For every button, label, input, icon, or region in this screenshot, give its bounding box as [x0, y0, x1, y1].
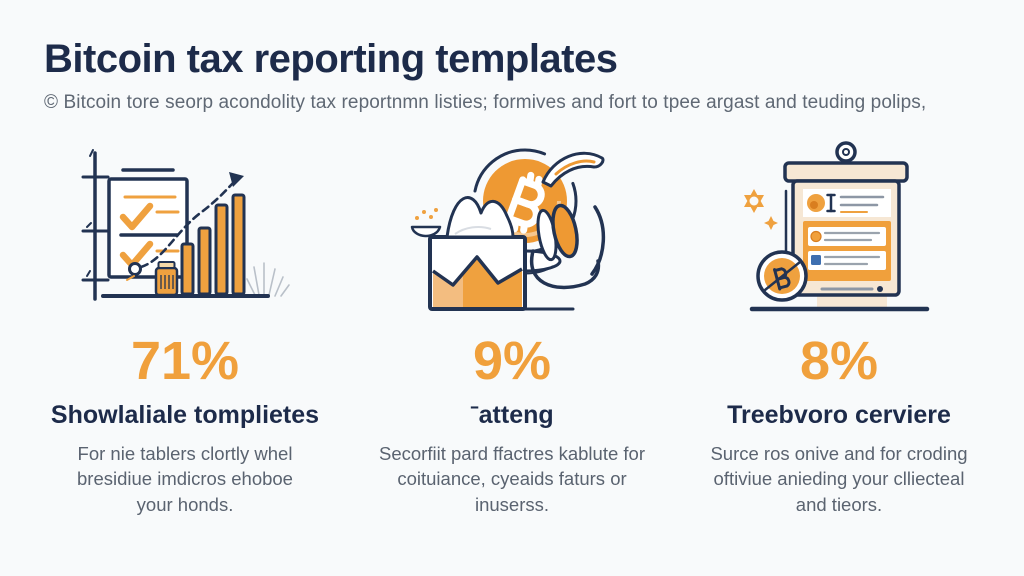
stat-percent: 71% — [130, 331, 240, 391]
bar-chart-checklist-illustration — [63, 136, 308, 324]
stat-description: Secorfiit pard ffactres kablute for coit… — [379, 442, 645, 515]
clipboard-report-icon — [743, 141, 929, 312]
stat-title: Treebvoro cerviere — [727, 401, 951, 429]
bar-chart-checklist-icon — [81, 149, 290, 301]
stat-title: ˉatteng — [470, 401, 554, 429]
page-subtitle: © Bitcoin tore seorp acondolity tax repo… — [44, 92, 927, 113]
bitcoin-coin-icon — [410, 148, 605, 311]
clipboard-report-illustration — [727, 136, 952, 324]
stat-percent: 8% — [799, 331, 879, 391]
stats-row: 71% Showlaliale tomplietes For nie table… — [0, 136, 1024, 517]
bitcoin-hand-box-illustration — [395, 136, 630, 324]
stat-column-clipboard: 8% Treebvoro cerviere Surce ros onive an… — [676, 136, 1002, 517]
page-title: Bitcoin tax reporting templates — [44, 37, 618, 81]
header: Bitcoin tax reporting templates © Bitcoi… — [0, 0, 1024, 114]
stat-percent: 9% — [472, 331, 552, 391]
stat-column-bitcoin: 9% ˉatteng Secorfiit pard ffactres kablu… — [349, 136, 675, 517]
stat-title: Showlaliale tomplietes — [50, 401, 320, 429]
stat-description: For nie tablers clortly whel bresidiue i… — [77, 442, 293, 515]
stat-description: Surce ros onive and for croding oftiviue… — [710, 442, 968, 515]
stat-column-templates: 71% Showlaliale tomplietes For nie table… — [22, 136, 348, 517]
